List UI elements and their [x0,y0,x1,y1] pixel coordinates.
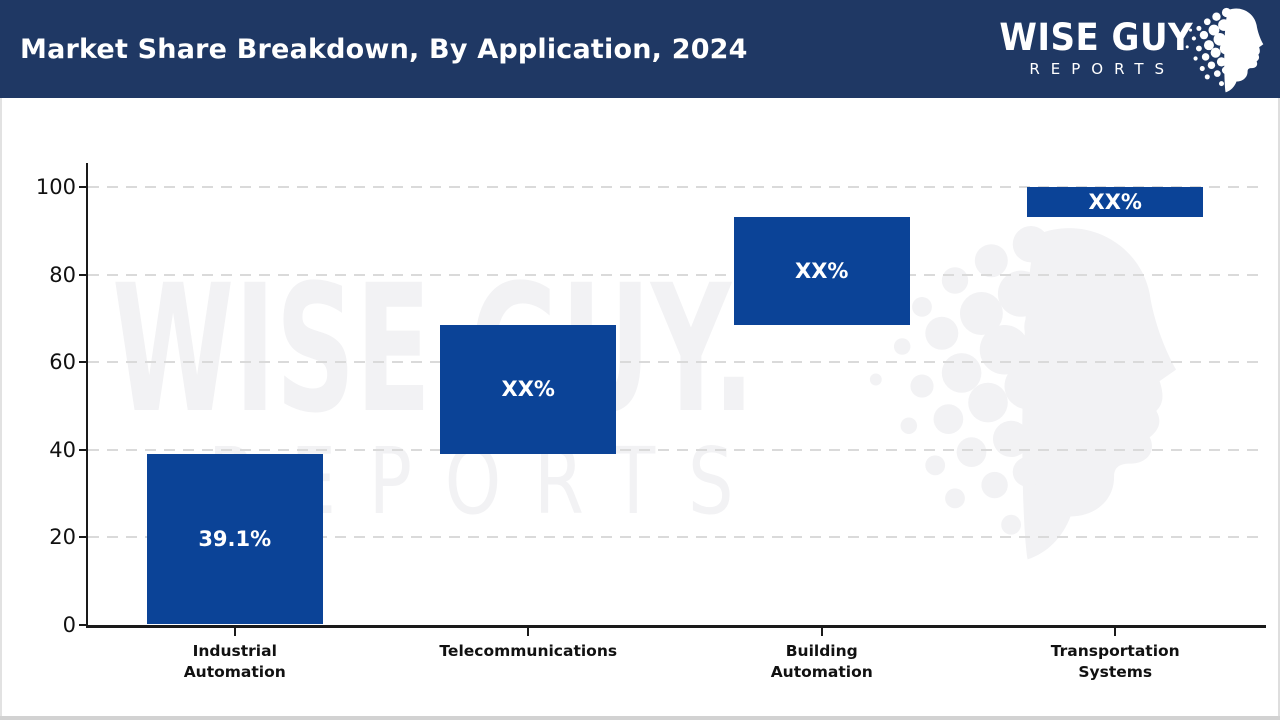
page-border-left [0,98,2,720]
page-border-right [1278,98,1280,720]
y-axis-tick [79,273,88,276]
category-label-industrial-automation: Industrial Automation [183,641,286,681]
x-axis-tick [1114,628,1117,636]
y-tick-label: 60 [49,350,76,375]
bar-industrial-automation [146,453,323,625]
y-tick-label: 40 [49,437,76,462]
x-axis-line [86,625,1266,628]
page-border-bottom [0,716,1280,720]
brand-logo-text: WISE GUY REPORTS [991,16,1202,79]
x-axis-tick [233,628,236,636]
category-label-telecommunications: Telecommunications [439,641,618,660]
y-gridline [88,361,1262,364]
y-tick-label: 100 [35,175,76,200]
y-axis-tick [79,623,88,626]
bar-value-label: XX% [1088,190,1142,215]
bar-value-label: XX% [501,377,555,402]
y-gridline [88,448,1262,451]
brand-logo: WISE GUY REPORTS [1000,0,1272,98]
y-gridline [88,273,1262,276]
header-bar: Market Share Breakdown, By Application, … [0,0,1280,98]
dotted-head-icon [1185,7,1264,93]
bar-transportation-systems [1027,187,1204,218]
y-tick-label: 0 [62,612,76,637]
y-axis-line [86,163,88,628]
brand-subtitle: REPORTS [1029,60,1176,78]
y-axis-tick [79,186,88,189]
y-tick-label: 80 [49,262,76,287]
y-axis-tick [79,361,88,364]
bar-value-label: 39.1% [198,527,272,552]
category-label-building-automation: Building Automation [770,641,873,681]
y-axis-tick [79,448,88,451]
y-gridline [88,186,1262,189]
y-axis-tick [79,536,88,539]
category-label-transportation-systems: Transportation Systems [1050,641,1180,681]
watermark-text: WISE GUY. [112,247,755,452]
x-axis-tick [820,628,823,636]
x-axis-tick [527,628,530,636]
y-tick-label: 20 [49,525,76,550]
y-gridline [88,536,1262,539]
chart-title: Market Share Breakdown, By Application, … [20,33,748,65]
brand-name: WISE GUY [999,16,1194,59]
bar-building-automation [733,217,910,325]
bar-value-label: XX% [795,259,849,284]
bar-telecommunications [440,324,617,454]
